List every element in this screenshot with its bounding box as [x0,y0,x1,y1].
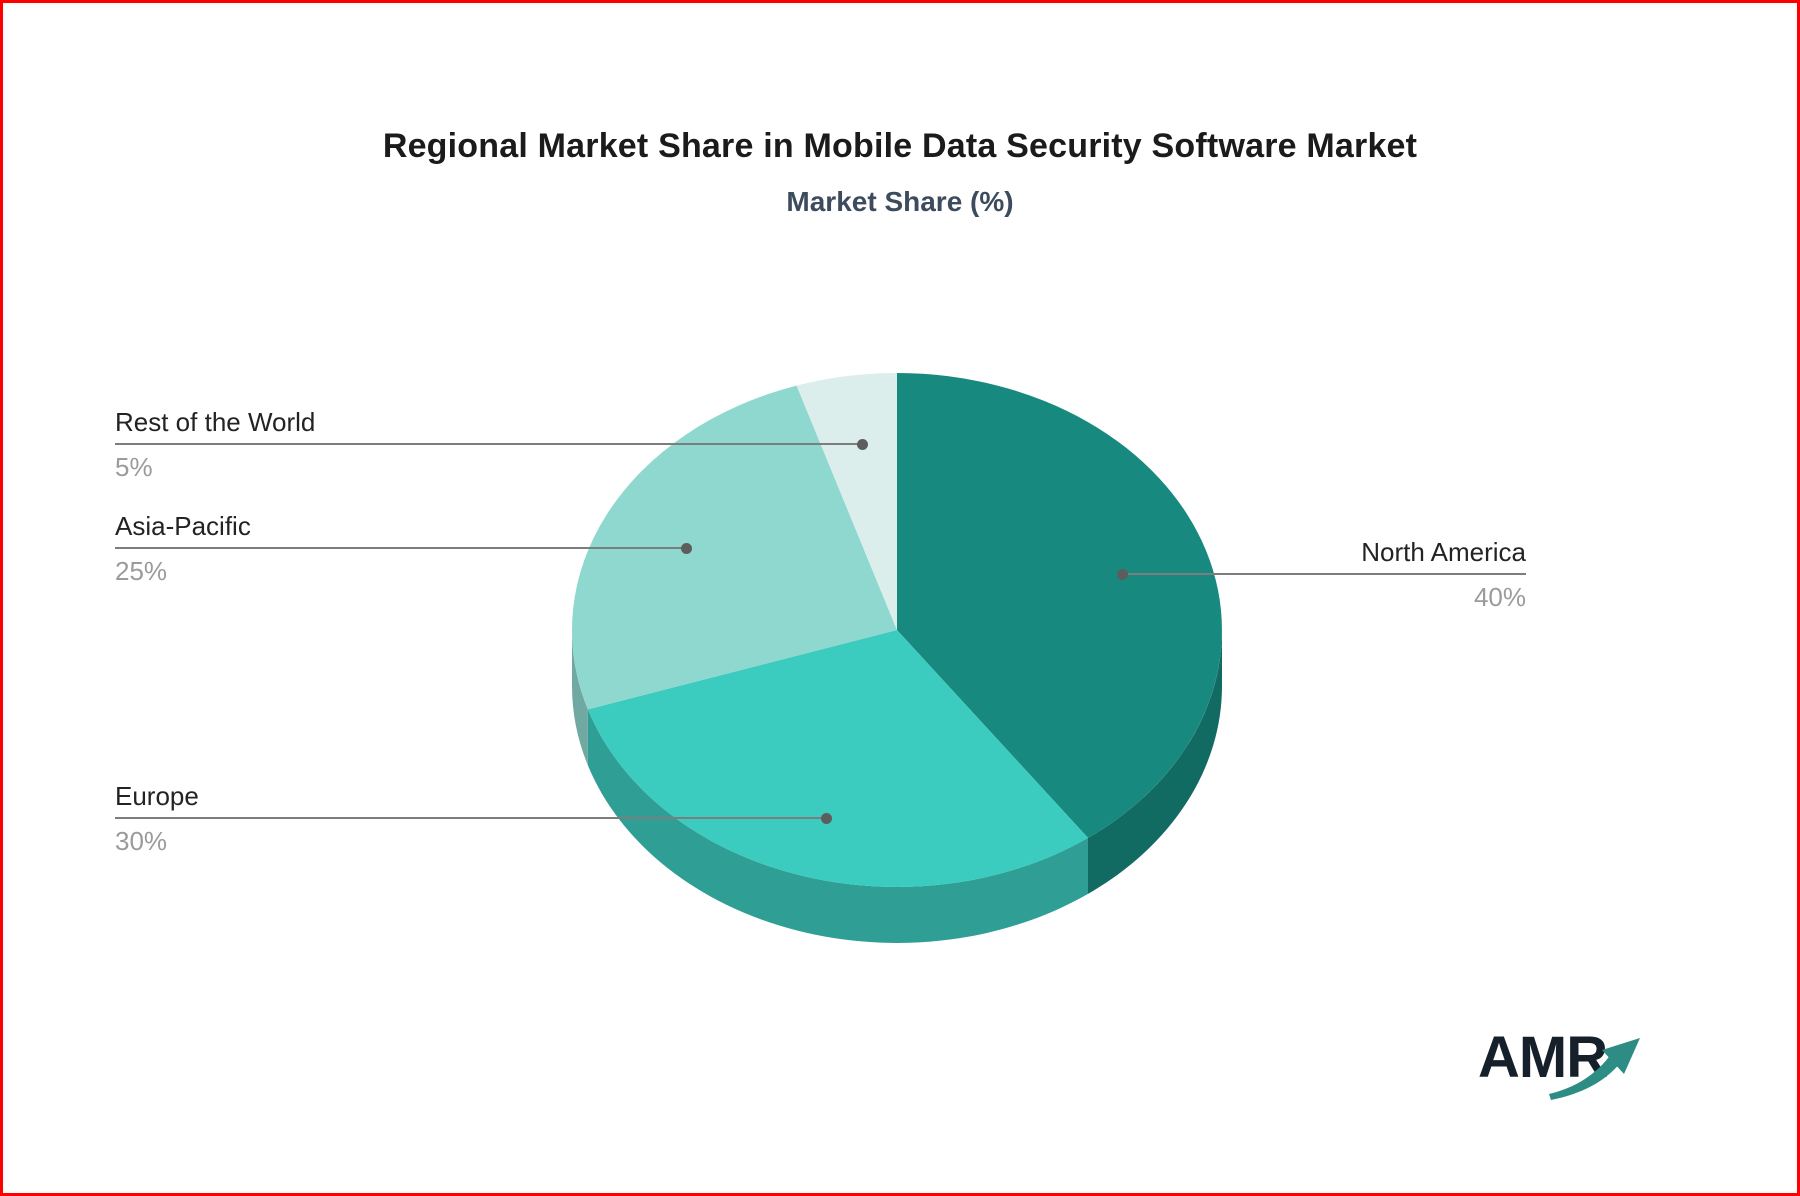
amr-logo: AMR [1478,1028,1658,1108]
leader-dot [821,812,832,824]
slice-label: North America [1361,537,1526,567]
leader-line [115,438,868,450]
slice-label: Rest of the World [115,407,316,437]
pie-slice-side [1088,630,1222,894]
chart-subtitle: Market Share (%) [786,186,1014,217]
label-asia-pacific: Asia-Pacific 25% [115,511,692,586]
leader-line [1117,568,1526,580]
pie-slice-side [587,709,1088,943]
leader-dot [681,542,692,554]
chart-title: Regional Market Share in Mobile Data Sec… [382,127,1418,165]
pie-slice-side [572,630,588,766]
leader-dot [857,438,868,450]
label-north-america: North America 40% [1117,537,1526,612]
slice-label: Asia-Pacific [115,511,251,541]
slice-value: 30% [115,826,168,856]
pie-slice-europe[interactable] [587,630,1088,887]
label-europe: Europe 30% [115,781,832,856]
leader-dot [1117,568,1128,580]
slice-value: 40% [1473,582,1526,612]
slice-value: 5% [115,452,153,482]
leader-line [115,542,692,554]
pie-slice-rest-of-the-world[interactable] [796,373,897,630]
amr-logo-arrow-icon [1549,1038,1640,1100]
pie-slice-asia-pacific[interactable] [572,385,897,710]
pie-slice-north-america[interactable] [897,373,1222,838]
amr-logo-text: AMR [1478,1025,1608,1090]
slice-value: 25% [115,556,168,586]
label-rest-of-the-world: Rest of the World 5% [115,407,868,482]
slice-label: Europe [115,781,199,811]
leader-line [115,812,832,824]
